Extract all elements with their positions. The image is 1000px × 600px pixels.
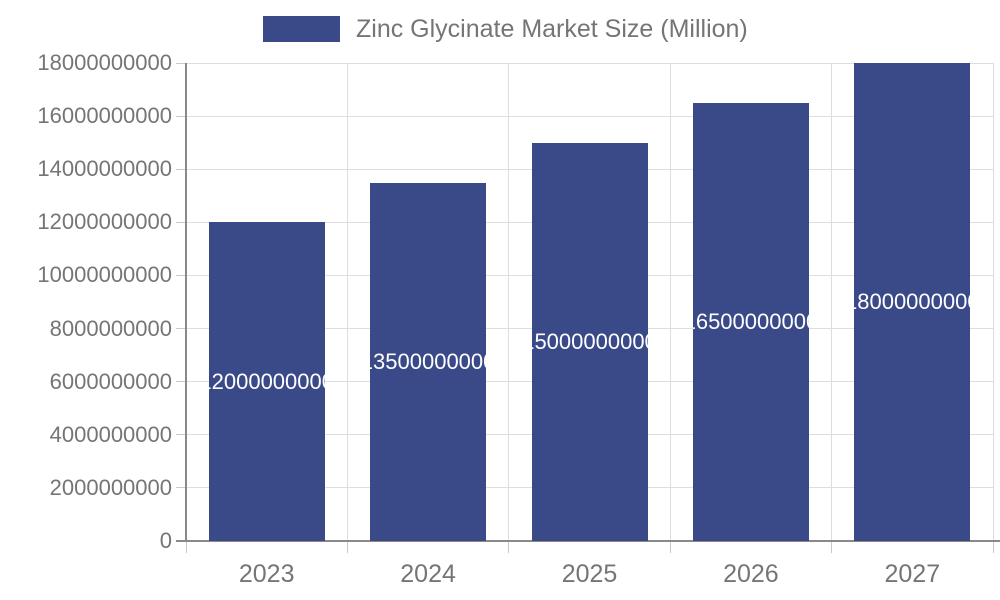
x-gridline bbox=[346, 63, 348, 541]
y-axis-tick bbox=[176, 328, 186, 330]
bar-value-label: 12000000000 bbox=[209, 368, 325, 394]
y-axis-tick bbox=[176, 62, 186, 64]
bar-value-label: 15000000000 bbox=[532, 328, 648, 354]
bar-2026: 16500000000 bbox=[692, 102, 809, 541]
y-gridline bbox=[186, 62, 993, 64]
y-axis-tick-label: 2000000000 bbox=[49, 474, 172, 500]
y-axis-line bbox=[185, 63, 187, 541]
x-axis-tick bbox=[346, 541, 348, 553]
y-axis-tick-label: 6000000000 bbox=[49, 368, 172, 394]
bar-2025: 15000000000 bbox=[531, 142, 648, 541]
y-axis-tick bbox=[176, 274, 186, 276]
x-axis-category-label: 2026 bbox=[723, 560, 779, 588]
x-axis-line bbox=[176, 540, 1000, 542]
x-axis-category-label: 2027 bbox=[884, 560, 941, 588]
y-axis-tick bbox=[176, 168, 186, 170]
x-axis-tick bbox=[185, 541, 187, 553]
y-axis-tick-label: 16000000000 bbox=[37, 103, 172, 129]
y-axis-tick-label: 12000000000 bbox=[37, 209, 172, 235]
x-axis-tick bbox=[669, 541, 671, 553]
x-gridline bbox=[669, 63, 671, 541]
bar-2024: 13500000000 bbox=[370, 182, 487, 541]
y-axis-tick-label: 8000000000 bbox=[49, 315, 172, 341]
x-axis-tick bbox=[831, 541, 833, 553]
bar-value-label: 13500000000 bbox=[370, 348, 486, 374]
bar-value-label: 18000000000 bbox=[854, 289, 970, 314]
x-axis-category-label: 2024 bbox=[400, 560, 456, 588]
x-axis-tick bbox=[992, 541, 994, 553]
x-gridline bbox=[831, 63, 833, 541]
y-axis-tick bbox=[176, 115, 186, 117]
x-gridline bbox=[992, 63, 994, 541]
y-axis-tick-label: 0 bbox=[159, 528, 172, 553]
y-axis-tick bbox=[176, 434, 186, 436]
x-axis-category-label: 2023 bbox=[238, 560, 295, 588]
y-gridline bbox=[186, 115, 993, 117]
legend: Zinc Glycinate Market Size (Million) bbox=[263, 16, 748, 42]
bar-2023: 12000000000 bbox=[208, 222, 325, 541]
x-gridline bbox=[508, 63, 510, 541]
legend-series-label: Zinc Glycinate Market Size (Million) bbox=[356, 15, 748, 43]
bar-value-label: 16500000000 bbox=[693, 308, 809, 334]
y-axis-tick bbox=[176, 381, 186, 383]
y-axis-tick-label: 14000000000 bbox=[37, 156, 172, 182]
x-axis-category-label: 2025 bbox=[561, 560, 618, 588]
y-axis-tick-label: 4000000000 bbox=[49, 421, 172, 447]
legend-swatch bbox=[263, 16, 340, 42]
bar-2027: 18000000000 bbox=[854, 63, 971, 541]
y-axis-tick-label: 18000000000 bbox=[37, 50, 172, 75]
y-axis-tick bbox=[176, 487, 186, 489]
y-axis-tick bbox=[176, 221, 186, 223]
y-axis-tick-label: 10000000000 bbox=[37, 262, 172, 288]
x-axis-tick bbox=[508, 541, 510, 553]
